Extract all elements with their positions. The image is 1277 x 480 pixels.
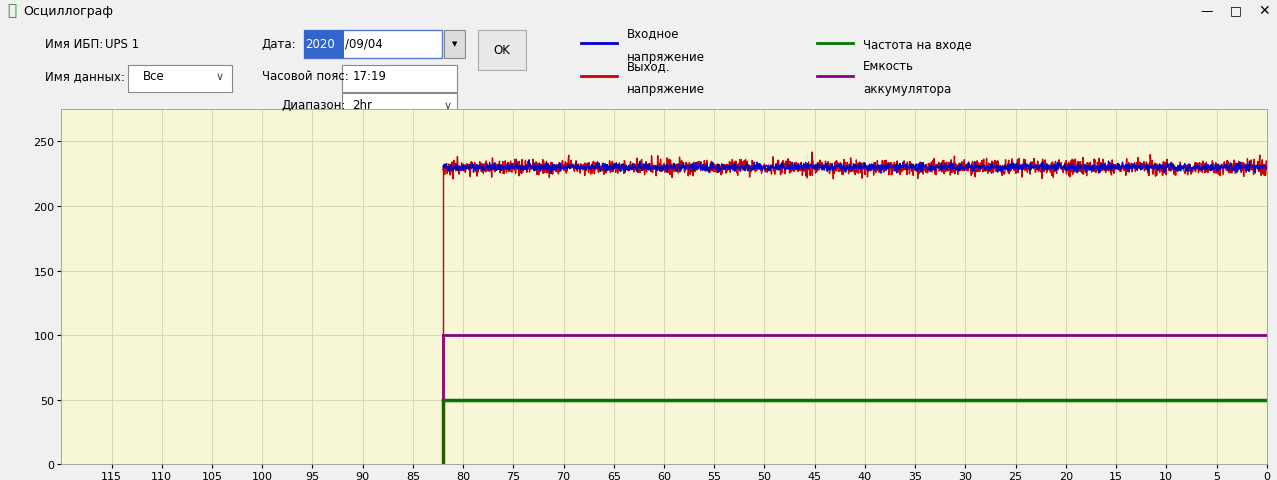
- Text: ⦿: ⦿: [8, 3, 17, 19]
- Text: —: —: [1200, 4, 1213, 18]
- FancyBboxPatch shape: [342, 94, 457, 119]
- Text: 17:19: 17:19: [352, 70, 387, 83]
- Text: напряжение: напряжение: [627, 51, 705, 64]
- Text: ∨: ∨: [216, 72, 223, 82]
- Text: OK: OK: [493, 44, 511, 57]
- FancyBboxPatch shape: [304, 31, 344, 59]
- FancyBboxPatch shape: [304, 31, 442, 59]
- Text: /09/04: /09/04: [345, 37, 383, 50]
- Text: ▼: ▼: [452, 41, 457, 47]
- Text: Имя ИБП:: Имя ИБП:: [45, 37, 103, 50]
- Text: Дата:: Дата:: [262, 37, 296, 50]
- Text: Все: Все: [143, 70, 165, 83]
- FancyBboxPatch shape: [444, 31, 465, 59]
- Text: Осциллограф: Осциллограф: [23, 4, 112, 18]
- Text: Часовой пояс:: Часовой пояс:: [262, 70, 349, 83]
- Text: Выход.: Выход.: [627, 60, 670, 72]
- Text: Частота на входе: Частота на входе: [863, 37, 972, 50]
- Text: Емкость: Емкость: [863, 60, 914, 72]
- Text: 2hr: 2hr: [352, 99, 373, 112]
- FancyBboxPatch shape: [342, 66, 457, 92]
- Text: UPS 1: UPS 1: [105, 37, 139, 50]
- Text: ∨: ∨: [443, 100, 451, 110]
- Text: Имя данных:: Имя данных:: [45, 70, 125, 83]
- Text: аккумулятора: аккумулятора: [863, 83, 951, 96]
- Text: 2020: 2020: [305, 37, 335, 50]
- FancyBboxPatch shape: [128, 66, 232, 92]
- Text: □: □: [1230, 4, 1243, 18]
- Text: Диапазон:: Диапазон:: [281, 99, 345, 112]
- Text: напряжение: напряжение: [627, 83, 705, 96]
- Text: Входное: Входное: [627, 27, 679, 40]
- FancyBboxPatch shape: [478, 31, 526, 71]
- Text: ✕: ✕: [1258, 4, 1271, 18]
